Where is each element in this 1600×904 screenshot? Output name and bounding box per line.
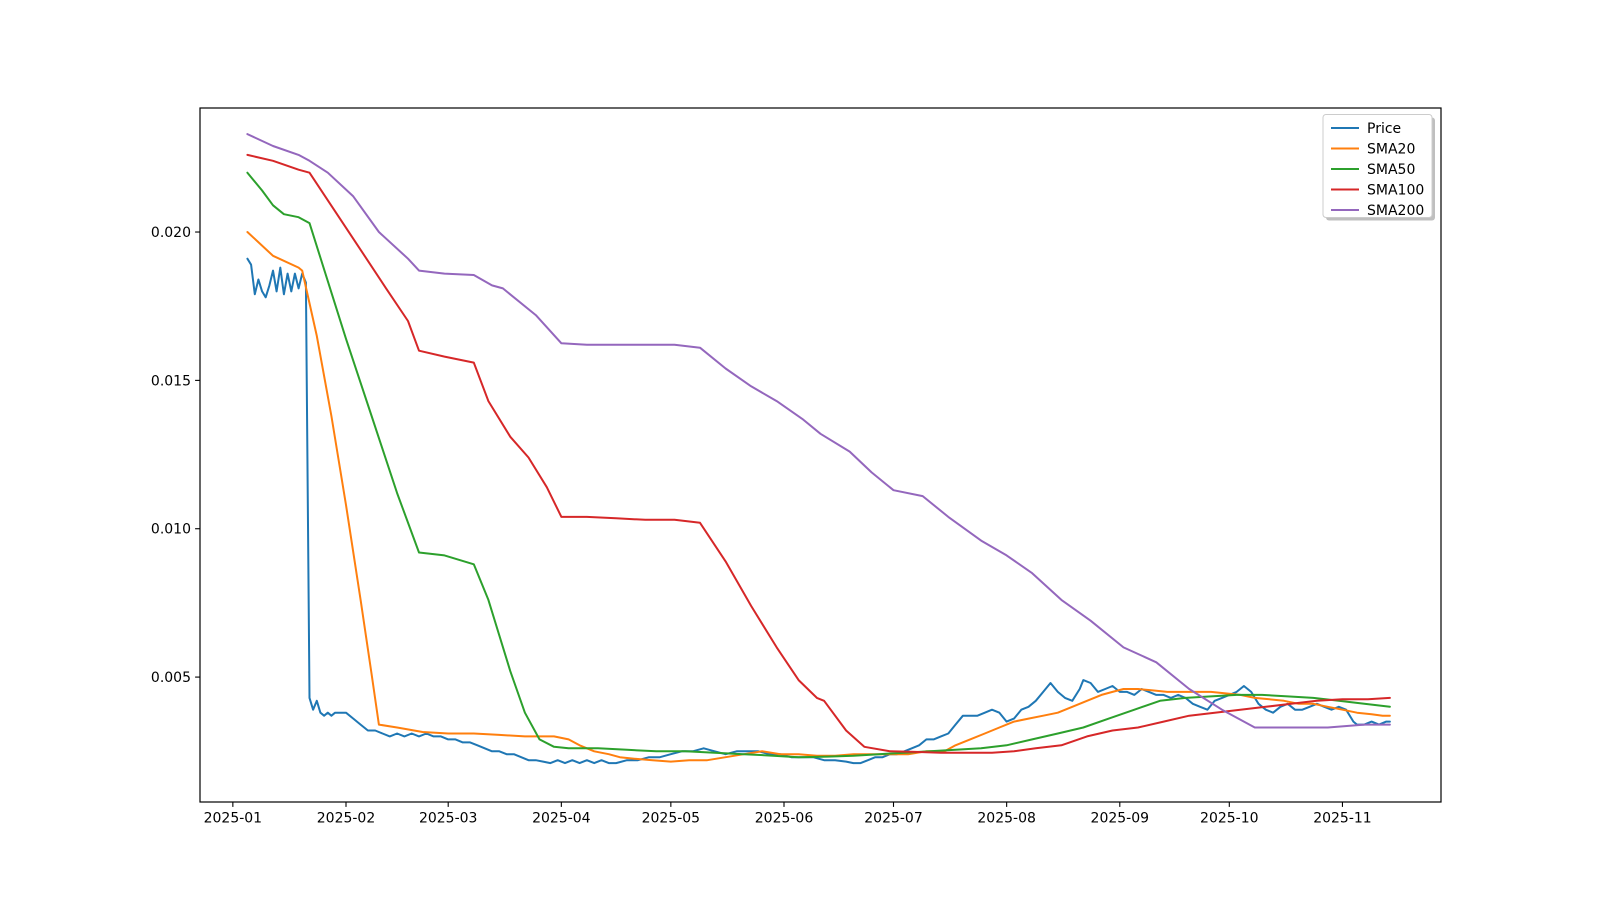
x-tick-label: 2025-08 — [977, 811, 1036, 827]
plot-border — [199, 107, 1442, 803]
legend-label-sma50: SMA50 — [1367, 162, 1415, 178]
x-tick-label: 2025-06 — [755, 811, 814, 827]
y-tick-label: 0.020 — [151, 225, 191, 241]
series-line-sma50 — [246, 171, 1391, 759]
x-tick-label: 2025-05 — [642, 811, 701, 827]
legend-label-price: Price — [1367, 121, 1401, 137]
legend-item-sma50: SMA50 — [1331, 162, 1415, 178]
series-lines — [246, 133, 1391, 765]
x-tick-label: 2025-02 — [317, 811, 376, 827]
x-tick-label: 2025-11 — [1313, 811, 1372, 827]
legend: Price SMA20 SMA50 SMA100 SMA200 — [1322, 114, 1435, 221]
x-tick-label: 2025-07 — [864, 811, 923, 827]
legend-item-sma200: SMA200 — [1331, 203, 1424, 219]
x-tick-label: 2025-04 — [532, 811, 591, 827]
y-tick-label: 0.005 — [151, 670, 191, 686]
series-line-sma200 — [246, 133, 1391, 729]
legend-box — [1322, 114, 1433, 218]
series-line-price — [246, 257, 1391, 765]
x-tick-label: 2025-09 — [1091, 811, 1150, 827]
series-line-sma100 — [246, 153, 1391, 754]
legend-label-sma100: SMA100 — [1367, 183, 1424, 199]
x-axis: 2025-01 2025-02 2025-03 2025-04 2025-05 2025-… — [204, 802, 1372, 827]
legend-item-sma20: SMA20 — [1331, 142, 1415, 158]
y-tick-label: 0.015 — [151, 373, 191, 389]
series-line-sma20 — [246, 231, 1391, 763]
x-tick-label: 2025-03 — [419, 811, 478, 827]
y-axis: 0.005 0.010 0.015 0.020 — [151, 225, 200, 686]
legend-label-sma200: SMA200 — [1367, 203, 1424, 219]
x-tick-label: 2025-10 — [1200, 811, 1259, 827]
x-tick-label: 2025-01 — [204, 811, 263, 827]
y-tick-label: 0.010 — [151, 522, 191, 538]
legend-item-price: Price — [1331, 121, 1401, 137]
legend-item-sma100: SMA100 — [1331, 183, 1424, 199]
legend-label-sma20: SMA20 — [1367, 142, 1415, 158]
